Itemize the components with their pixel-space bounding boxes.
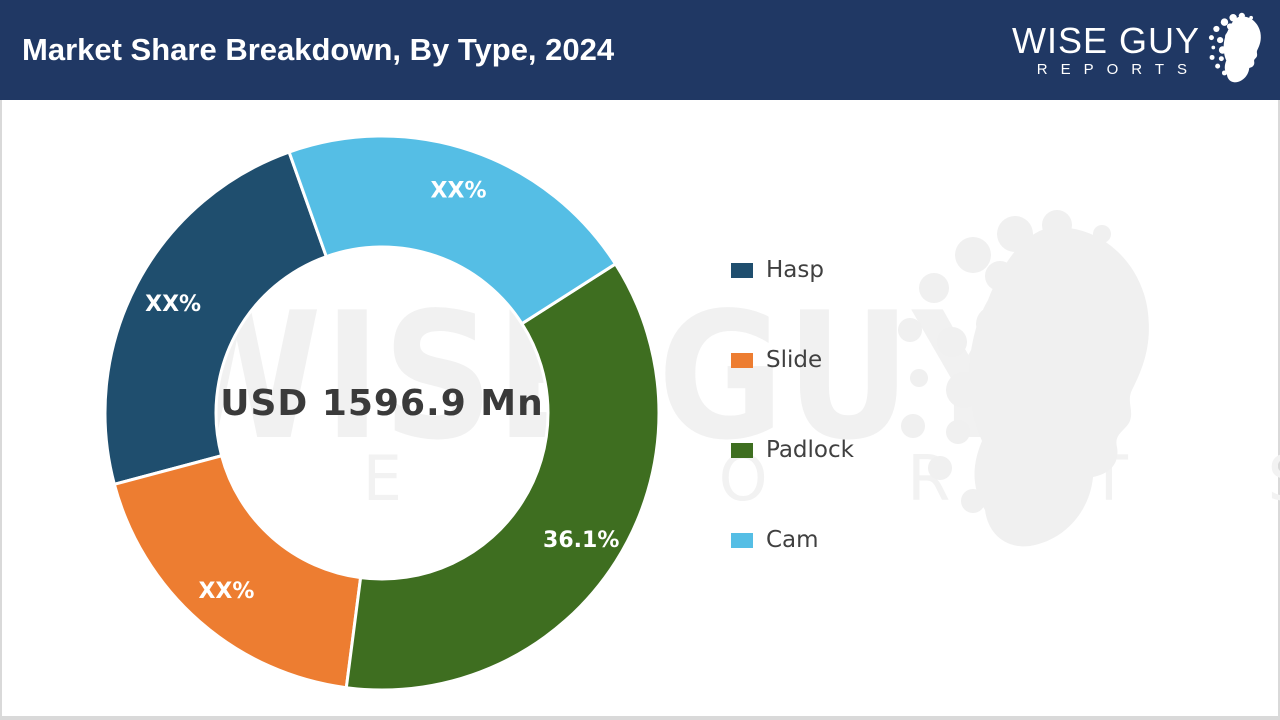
chart-center-value: USD 1596.9 Mn: [220, 383, 544, 424]
logo-subtitle: REPORTS: [1036, 60, 1200, 78]
watermark-face-icon: [874, 210, 1174, 570]
header-bar: Market Share Breakdown, By Type, 2024 WI…: [0, 0, 1280, 100]
legend-swatch-cam: [731, 532, 753, 548]
donut-segment-padlock: [344, 261, 661, 692]
donut-segment-cam: [287, 134, 618, 326]
wiseguy-logo: WISE GUY REPORTS: [1012, 7, 1266, 93]
page-title: Market Share Breakdown, By Type, 2024: [22, 32, 615, 67]
logo-face-icon: [1204, 11, 1266, 89]
legend-item-hasp: Hasp: [731, 257, 854, 283]
segment-label-slide: XX%: [198, 579, 254, 604]
legend-label-padlock: Padlock: [766, 437, 854, 463]
legend-label-hasp: Hasp: [766, 257, 824, 283]
chart-area: WISE GUY R E P O R T S XX% XX% 36.1% XX% US…: [0, 100, 1280, 720]
segment-label-cam: XX%: [431, 178, 487, 203]
donut-segment-slide: [112, 453, 363, 690]
legend-label-cam: Cam: [766, 527, 819, 553]
legend-swatch-hasp: [731, 262, 753, 278]
donut-chart: XX% XX% 36.1% XX%: [103, 134, 661, 692]
legend-item-padlock: Padlock: [731, 437, 854, 463]
legend: Hasp Slide Padlock Cam: [731, 257, 854, 617]
segment-label-hasp: XX%: [145, 292, 201, 317]
segment-label-padlock: 36.1%: [543, 528, 619, 553]
logo-wordmark: WISE GUY: [1011, 19, 1200, 61]
legend-swatch-slide: [731, 352, 753, 368]
donut-segment-hasp: [103, 150, 329, 487]
logo-text: WISE GUY REPORTS: [1011, 19, 1200, 79]
legend-item-slide: Slide: [731, 347, 854, 373]
legend-swatch-padlock: [731, 442, 753, 458]
legend-label-slide: Slide: [766, 347, 823, 373]
legend-item-cam: Cam: [731, 527, 854, 553]
